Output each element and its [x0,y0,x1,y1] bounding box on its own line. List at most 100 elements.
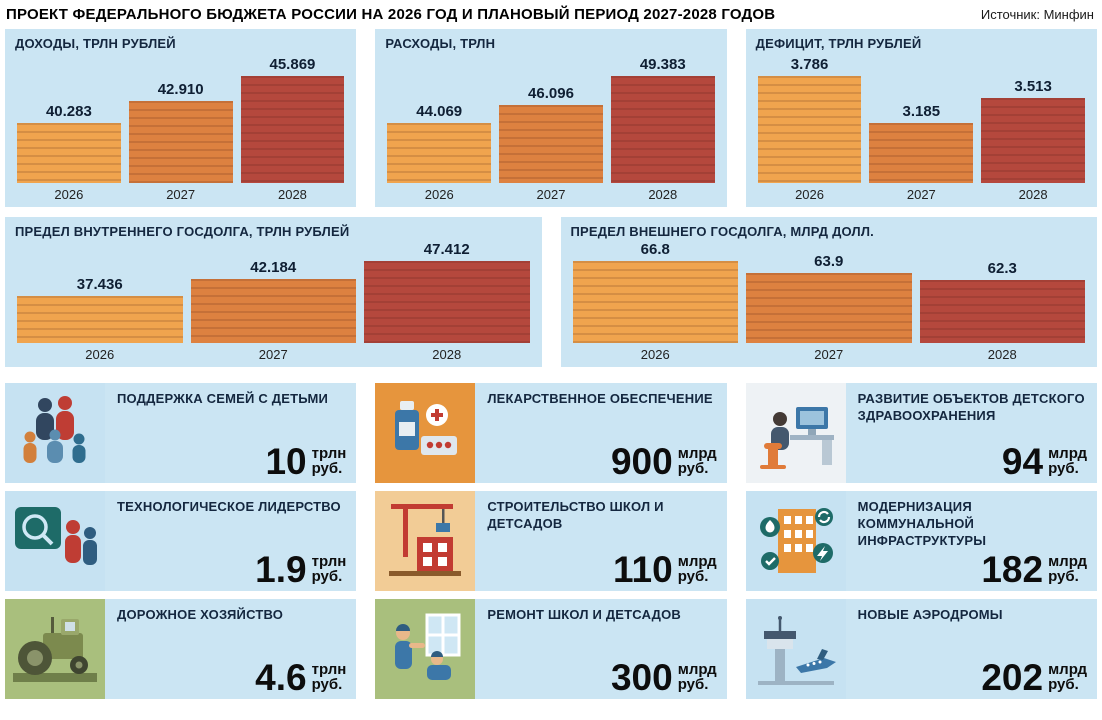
card-unit-top: млрд [1048,552,1087,570]
card-value-units: млрд руб. [677,553,717,586]
card-value-units: млрд руб. [1048,552,1087,586]
card-title: МОДЕРНИЗАЦИЯ КОММУНАЛЬНОЙ ИНФРАСТРУКТУРЫ [857,499,987,548]
debt-charts-row: ПРЕДЕЛ ВНУТРЕННЕГО ГОСДОЛГА, ТРЛН РУБЛЕЙ… [5,217,1097,367]
bar-value-label: 47.412 [423,241,470,258]
chart-title: ДОХОДЫ, ТРЛН РУБЛЕЙ [15,36,176,51]
card-value-number: 110 [613,548,673,590]
card-body: РЕМОНТ ШКОЛ И ДЕТСАДОВ 300 млрд руб. [475,599,726,699]
year-label: 2027 [906,187,936,202]
bar-value-label: 62.3 [987,259,1017,277]
card-unit-bottom: руб. [677,568,709,586]
road-roller-icon [5,599,105,699]
card-title: ПОДДЕРЖКА СЕМЕЙ С ДЕТЬМИ [117,391,329,406]
bar [572,261,738,343]
card-tech-leadership: ТЕХНОЛОГИЧЕСКОЕ ЛИДЕРСТВО 1.9 трлн руб. [5,491,357,591]
card-value-number: 1.9 [255,548,307,590]
bar-value-label: 3.185 [902,103,941,121]
page-title: ПРОЕКТ ФЕДЕРАЛЬНОГО БЮДЖЕТА РОССИИ НА 20… [6,6,776,23]
card-unit-bottom: руб. [1048,568,1079,586]
chart-expenditures: РАСХОДЫ, ТРЛН 44.069 46.096 49.383 2026 202… [375,29,727,207]
bar-column: 46.096 [499,53,603,183]
card-value-number: 94 [1001,440,1044,482]
card-value-number: 300 [610,656,673,698]
chart-title: ДЕФИЦИТ, ТРЛН РУБЛЕЙ [755,36,922,51]
bar-column: 42.910 [128,53,233,183]
year-label: 2028 [432,347,462,362]
bar-value-label: 44.069 [416,103,463,121]
year-label: 2026 [424,187,454,202]
card-value-number: 900 [610,440,673,482]
bar [190,278,356,343]
bar [610,76,715,183]
card-title: РАЗВИТИЕ ОБЪЕКТОВ ДЕТСКОГО ЗДРАВООХРАНЕН… [857,391,1085,423]
card-title: СТРОИТЕЛЬСТВО ШКОЛ И ДЕТСАДОВ [487,499,664,531]
chart-bars: 3.786 3.185 3.513 [756,53,1087,183]
card-unit-bottom: руб. [1048,676,1079,694]
bar [128,101,233,183]
card-value: 900 млрд руб. [487,440,717,482]
card-unit-bottom: руб. [1048,460,1079,478]
chart-bars: 44.069 46.096 49.383 [385,53,716,183]
card-value-units: млрд руб. [677,660,717,694]
card-value: 10 трлн руб. [117,442,347,480]
bar-column: 40.283 [17,53,121,183]
card-unit-top: млрд [677,444,717,462]
bar-value-label: 66.8 [640,241,670,258]
chart-external-debt: ПРЕДЕЛ ВНЕШНЕГО ГОСДОЛГА, МЛРД ДОЛЛ. 66.… [560,217,1097,367]
card-body: МОДЕРНИЗАЦИЯ КОММУНАЛЬНОЙ ИНФРАСТРУКТУРЫ… [846,491,1097,591]
card-body: РАЗВИТИЕ ОБЪЕКТОВ ДЕТСКОГО ЗДРАВООХРАНЕН… [846,383,1097,483]
card-value-units: млрд руб. [1048,660,1087,694]
source-label: Источник: Минфин [980,7,1094,22]
card-unit-top: млрд [677,660,717,678]
bar [364,261,530,343]
bar-value-label: 37.436 [76,276,123,294]
chart-bars: 37.436 42.184 47.412 [15,241,532,343]
bar-value-label: 45.869 [269,56,316,74]
year-label: 2026 [54,187,84,202]
bar-value-label: 46.096 [528,85,574,103]
card-value-number: 182 [981,548,1044,590]
bar [499,105,603,183]
year-label: 2026 [85,347,115,362]
bar-column: 47.412 [364,241,530,343]
bar-column: 3.185 [869,53,974,183]
year-label: 2026 [640,347,670,362]
card-body: СТРОИТЕЛЬСТВО ШКОЛ И ДЕТСАДОВ 110 млрд ру… [475,491,726,591]
bar-value-label: 42.184 [250,258,297,276]
bar [746,272,912,343]
bar-value-label: 40.283 [45,103,92,121]
bar [17,123,121,183]
medicine-icon [375,383,476,483]
card-value: 202 млрд руб. [858,658,1087,696]
aerodrome-icon [745,599,846,699]
bar-column: 3.786 [757,53,862,183]
bar-column: 66.8 [572,241,738,343]
card-child-healthcare: РАЗВИТИЕ ОБЪЕКТОВ ДЕТСКОГО ЗДРАВООХРАНЕН… [745,383,1097,483]
bar [17,296,183,343]
chart-years: 2026 2027 2028 [15,183,346,207]
bar-value-label: 3.513 [1014,77,1052,95]
bar-column: 62.3 [919,241,1085,343]
year-label: 2028 [277,187,307,202]
card-body: ПОДДЕРЖКА СЕМЕЙ С ДЕТЬМИ 10 трлн руб. [105,383,356,483]
card-aerodromes: НОВЫЕ АЭРОДРОМЫ 202 млрд руб. [745,599,1097,699]
year-label: 2028 [987,347,1017,362]
card-title: НОВЫЕ АЭРОДРОМЫ [857,607,1003,622]
chart-title: ПРЕДЕЛ ВНУТРЕННЕГО ГОСДОЛГА, ТРЛН РУБЛЕЙ [15,224,350,239]
bar-column: 42.184 [190,241,356,343]
school-repair-icon [375,599,476,699]
spending-cards: ПОДДЕРЖКА СЕМЕЙ С ДЕТЬМИ 10 трлн руб. [5,383,1097,699]
chart-bars: 66.8 63.9 62.3 [571,241,1088,343]
card-medicines: ЛЕКАРСТВЕННОЕ ОБЕСПЕЧЕНИЕ 900 млрд руб. [375,383,727,483]
bar [981,97,1085,183]
card-unit-bottom: руб. [677,460,709,478]
card-body: НОВЫЕ АЭРОДРОМЫ 202 млрд руб. [846,599,1097,699]
chart-internal-debt: ПРЕДЕЛ ВНУТРЕННЕГО ГОСДОЛГА, ТРЛН РУБЛЕЙ… [5,217,542,367]
bar [387,123,492,183]
bar-column: 3.513 [981,53,1085,183]
card-unit-top: млрд [1048,660,1087,678]
chart-revenue: ДОХОДЫ, ТРЛН РУБЛЕЙ 40.283 42.910 45.869 2… [5,29,357,207]
card-value-units: трлн руб. [312,445,347,478]
card-roads: ДОРОЖНОЕ ХОЗЯЙСТВО 4.6 трлн руб. [5,599,357,699]
child-healthcare-icon [745,383,846,483]
